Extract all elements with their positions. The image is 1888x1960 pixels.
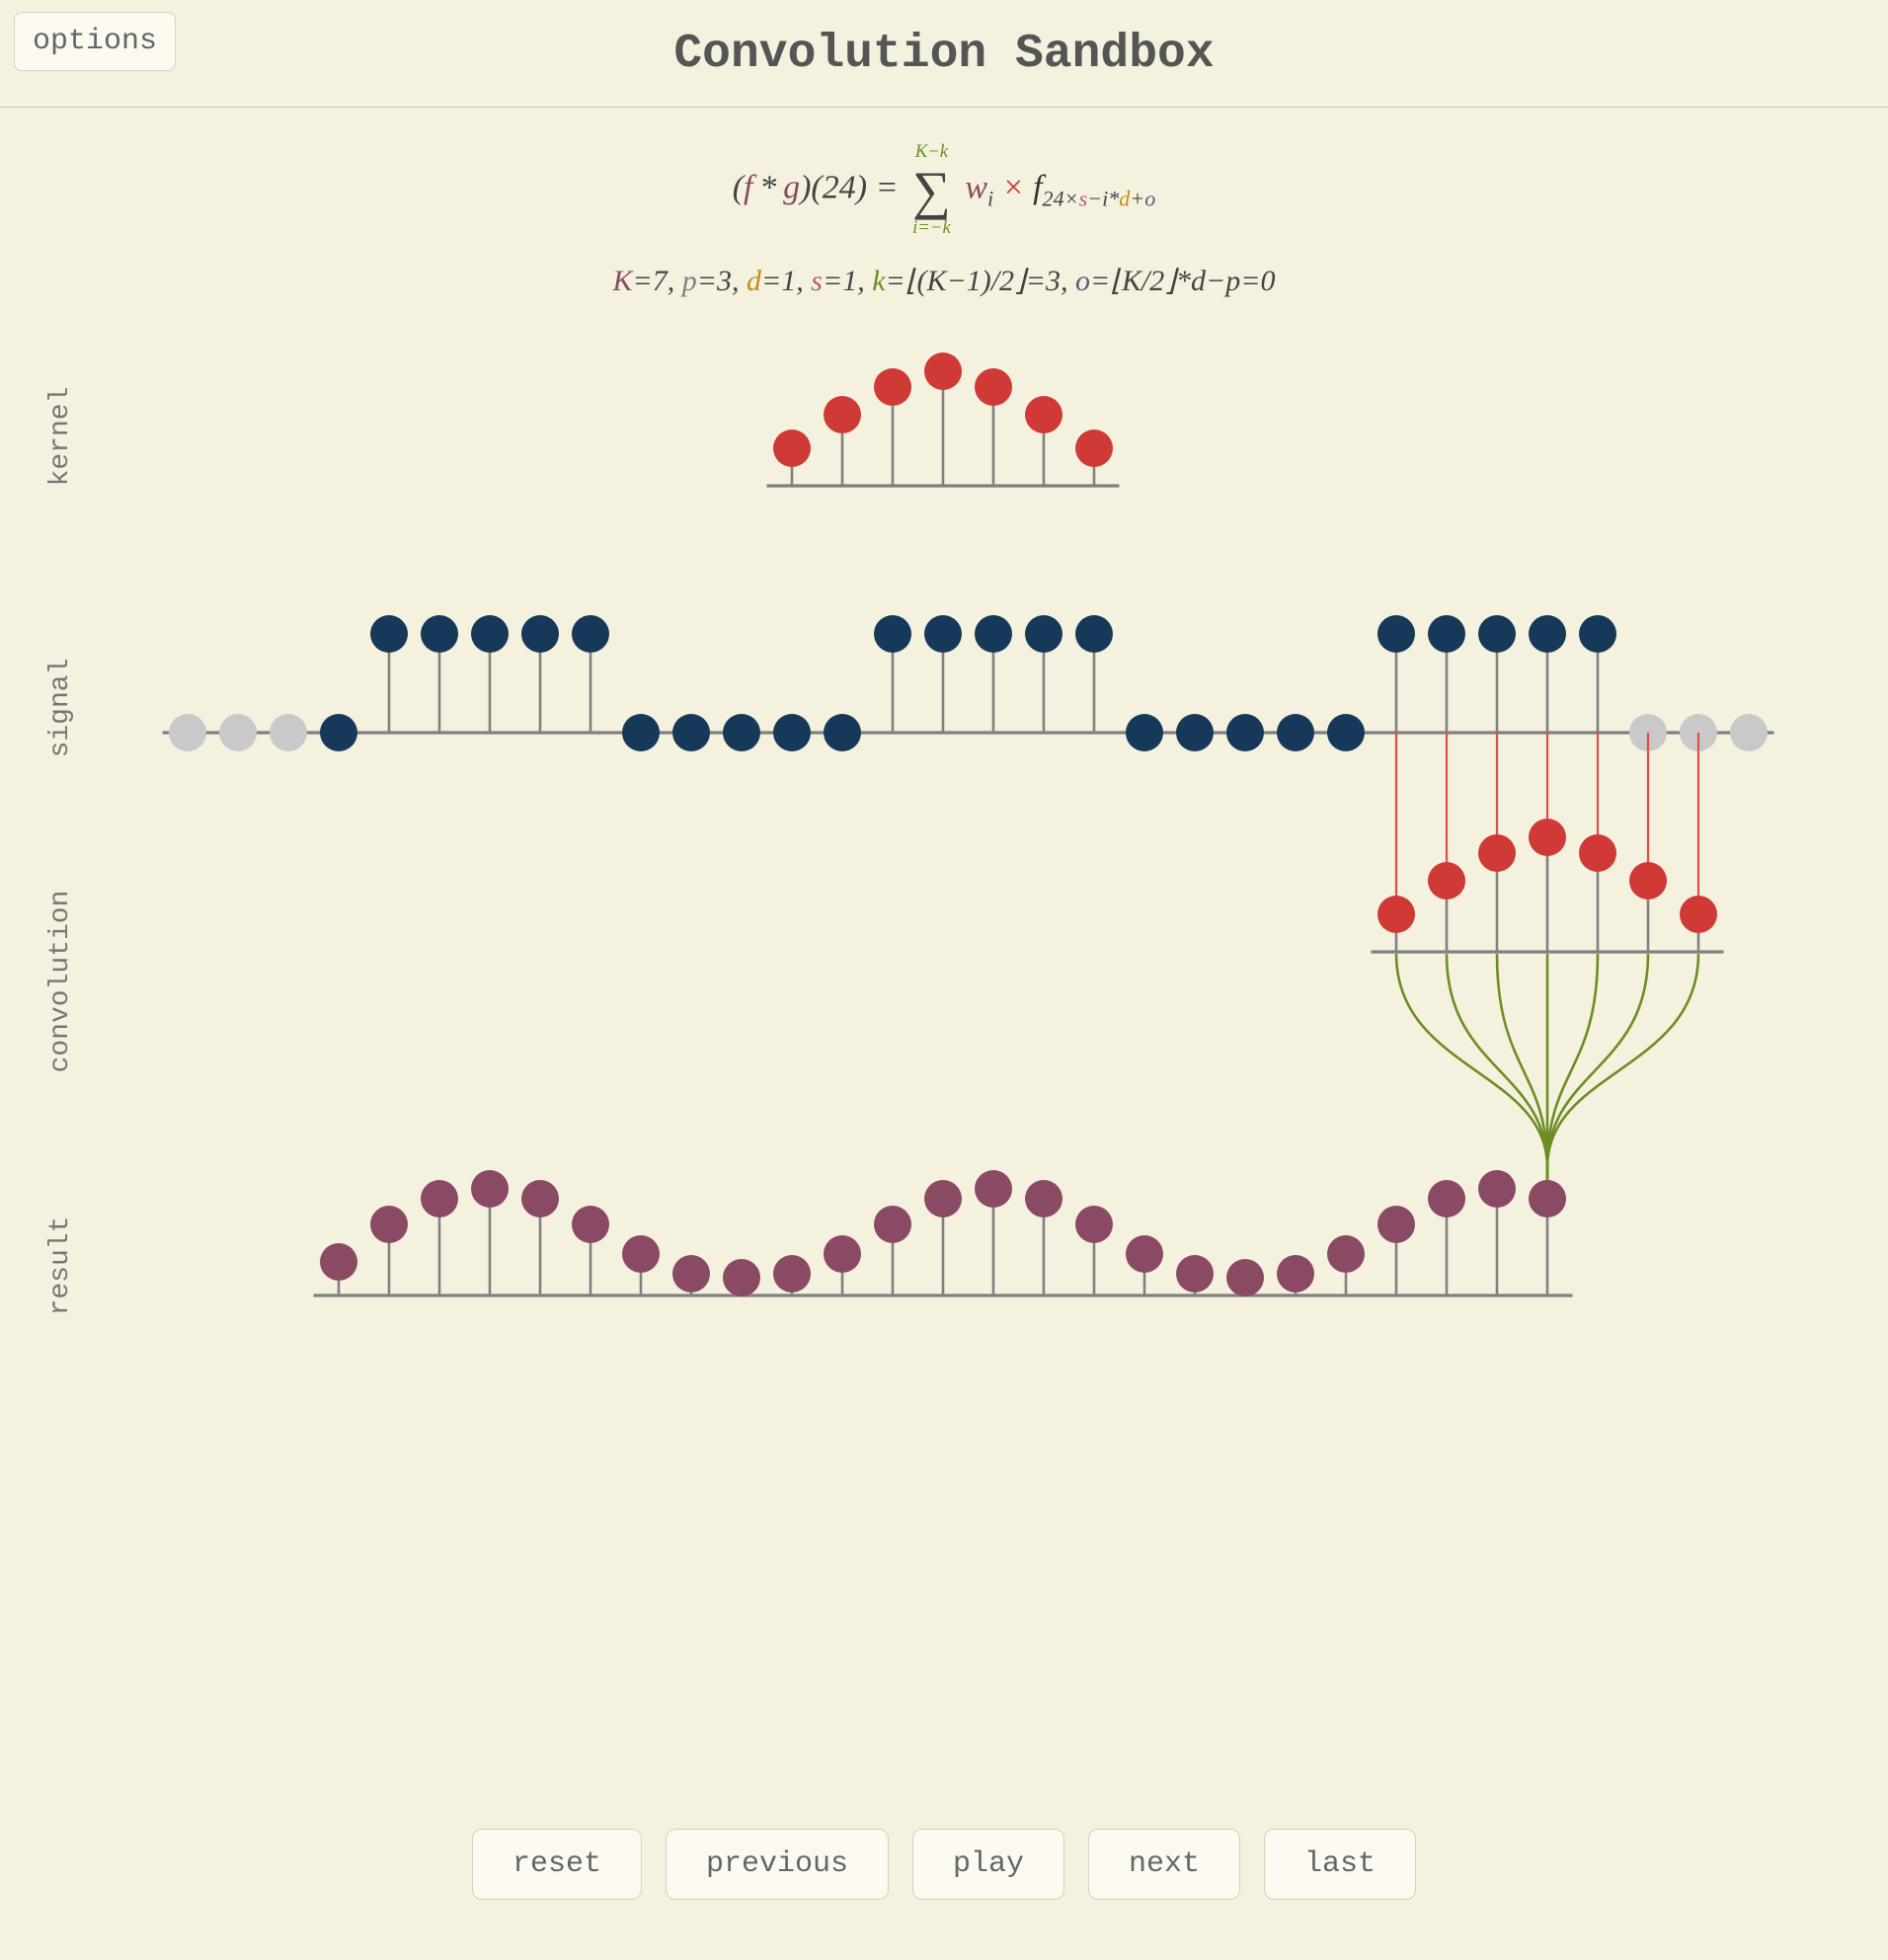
param-o: o [1075,265,1090,297]
param-p: p [682,265,697,297]
eq-star: * [752,170,783,206]
eq-f2: f [1033,170,1042,206]
param-p-val: =3, [697,265,747,297]
param-o-val: =⌊K/2⌋*d−p=0 [1090,265,1276,297]
sigma-lower: i=−k [912,219,951,238]
param-d-val: =1, [761,265,811,297]
eq-closeopen: )( [800,170,823,206]
svg-text:result: result [45,1215,76,1315]
param-K-val: =7, [633,265,682,297]
eq-w-sub: i [987,187,993,211]
options-button[interactable]: options [14,12,176,71]
param-d: d [747,265,761,297]
eq-fsub-minus: −i* [1087,187,1119,211]
chart-area: kernel signal convolution result [0,308,1888,1789]
sigma-upper: K−k [912,143,951,162]
next-button[interactable]: next [1088,1829,1240,1900]
previous-button[interactable]: previous [666,1829,889,1900]
topbar: options Convolution Sandbox [0,0,1888,108]
eq-fsub-s: s [1079,187,1088,211]
param-K: K [613,265,633,297]
last-button[interactable]: last [1264,1829,1416,1900]
eq-times: × [1002,170,1033,206]
eq-w: w [965,170,987,206]
page-title: Convolution Sandbox [0,0,1888,81]
eq-index: 24 [823,170,856,206]
param-k: k [872,265,885,297]
sigma: K−k ∑ i=−k [912,143,951,238]
reset-button[interactable]: reset [472,1829,642,1900]
svg-text:signal: signal [45,658,76,757]
eq-fsub: 24×s−i*d+o [1043,187,1156,211]
eq-fsub-o: o [1144,187,1155,211]
eq-fsub-d: d [1119,187,1130,211]
param-s: s [811,265,823,297]
eq-lhs-open: ( [733,170,744,206]
param-s-val: =1, [823,265,872,297]
controls: reset previous play next last [0,1829,1888,1959]
params-line: K=7, p=3, d=1, s=1, k=⌊(K−1)/2⌋=3, o=⌊K/… [0,264,1888,298]
sigma-symbol: ∑ [912,164,951,217]
eq-g: g [783,170,800,206]
svg-text:convolution: convolution [45,890,76,1072]
play-button[interactable]: play [912,1829,1064,1900]
param-k-val: =⌊(K−1)/2⌋=3, [886,265,1075,297]
eq-close: ) = [856,170,906,206]
eq-fsub-lead: 24× [1043,187,1079,211]
equation: (f * g)(24) = K−k ∑ i=−k wi × f24×s−i*d+… [0,143,1888,238]
eq-fsub-plus: + [1130,187,1144,211]
svg-text:kernel: kernel [45,386,76,486]
chart-svg: kernel signal convolution result [0,308,1888,1789]
